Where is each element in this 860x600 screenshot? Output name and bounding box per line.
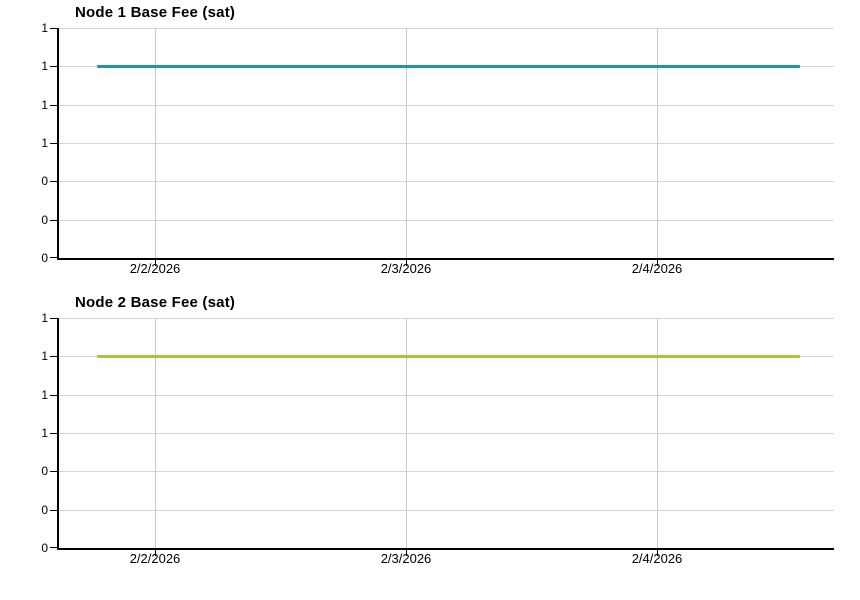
x-axis-tick xyxy=(406,258,407,266)
y-axis-tick xyxy=(50,66,59,67)
vertical-gridline xyxy=(406,318,407,548)
y-axis-tick xyxy=(50,547,59,548)
plot-area: 1 1 1 1 0 0 0 2/2/2026 2/3/2026 2/4/2026 xyxy=(41,21,834,276)
vertical-gridline xyxy=(155,28,156,258)
chart-node1-base-fee: Node 1 Base Fee (sat) 1 1 1 1 0 0 0 2/2/2026 2/3… xyxy=(0,0,860,290)
x-axis-tick xyxy=(657,548,658,556)
y-axis-tick-label: 1 xyxy=(41,311,48,325)
y-axis-tick-label: 0 xyxy=(41,503,48,517)
horizontal-gridline xyxy=(59,433,834,434)
vertical-gridline xyxy=(155,318,156,548)
data-series-line xyxy=(96,354,800,358)
y-axis-tick xyxy=(50,181,59,182)
plot-area: 1 1 1 1 0 0 0 2/2/2026 2/3/2026 2/4/2026 xyxy=(41,311,834,566)
horizontal-gridline xyxy=(59,395,834,396)
y-axis-tick xyxy=(50,257,59,258)
y-axis-tick xyxy=(50,395,59,396)
chart-title: Node 1 Base Fee (sat) xyxy=(75,4,236,21)
x-axis-tick xyxy=(657,258,658,266)
y-axis-tick xyxy=(50,356,59,357)
horizontal-gridline xyxy=(59,510,834,511)
horizontal-gridline xyxy=(59,220,834,221)
x-axis-tick-label: 2/2/2026 xyxy=(129,551,181,566)
y-axis-tick-label: 0 xyxy=(41,213,48,227)
y-axis-tick-label: 1 xyxy=(41,426,48,440)
x-axis-tick-label: 2/4/2026 xyxy=(631,551,683,566)
y-axis-tick-label: 1 xyxy=(41,21,48,35)
y-axis-tick xyxy=(50,433,59,434)
horizontal-gridline xyxy=(59,318,834,319)
y-axis-tick xyxy=(50,220,59,221)
y-axis-tick-label: 0 xyxy=(41,464,48,478)
y-axis-tick-label: 0 xyxy=(41,251,48,265)
x-axis-tick xyxy=(155,548,156,556)
vertical-gridline xyxy=(657,318,658,548)
horizontal-gridline xyxy=(59,28,834,29)
horizontal-gridline xyxy=(59,105,834,106)
x-axis-tick-label: 2/3/2026 xyxy=(380,261,432,276)
y-axis-tick xyxy=(50,318,59,319)
y-axis-tick-label: 1 xyxy=(41,388,48,402)
y-axis-tick xyxy=(50,28,59,29)
horizontal-gridline xyxy=(59,471,834,472)
chart-title: Node 2 Base Fee (sat) xyxy=(75,294,236,311)
y-axis-tick-label: 0 xyxy=(41,541,48,555)
vertical-gridline xyxy=(657,28,658,258)
x-axis-tick xyxy=(406,548,407,556)
y-axis-tick-label: 1 xyxy=(41,136,48,150)
x-axis-tick-label: 2/3/2026 xyxy=(380,551,432,566)
chart-node2-base-fee: Node 2 Base Fee (sat) 1 1 1 1 0 0 0 2/2/2026 2/3… xyxy=(0,290,860,580)
y-axis-tick-label: 1 xyxy=(41,59,48,73)
horizontal-gridline xyxy=(59,181,834,182)
vertical-gridline xyxy=(406,28,407,258)
horizontal-gridline xyxy=(59,143,834,144)
y-axis-tick xyxy=(50,471,59,472)
y-axis-tick-label: 0 xyxy=(41,174,48,188)
x-axis-tick-label: 2/4/2026 xyxy=(631,261,683,276)
y-axis-tick xyxy=(50,105,59,106)
y-axis-tick-label: 1 xyxy=(41,349,48,363)
data-series-line xyxy=(96,64,800,68)
y-axis-tick-label: 1 xyxy=(41,98,48,112)
x-axis-tick xyxy=(155,258,156,266)
y-axis-tick xyxy=(50,510,59,511)
y-axis-tick xyxy=(50,143,59,144)
x-axis-tick-label: 2/2/2026 xyxy=(129,261,181,276)
